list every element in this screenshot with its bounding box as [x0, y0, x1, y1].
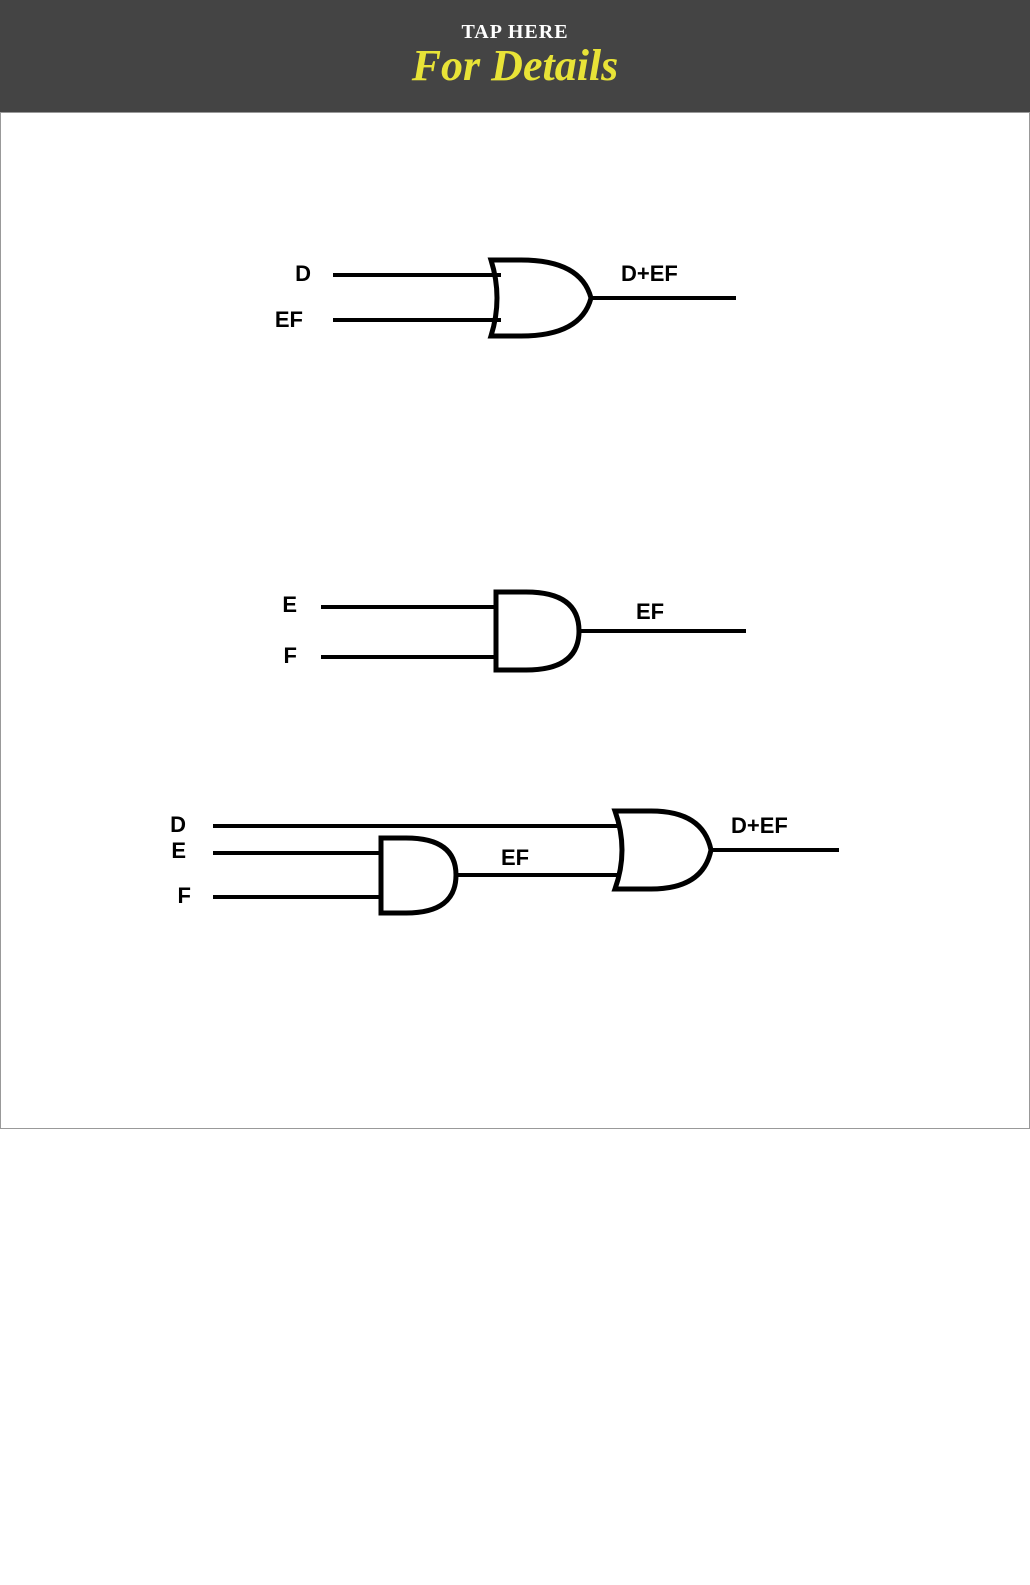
input-label-ef: EF: [275, 307, 303, 332]
input-label-e: E: [282, 592, 297, 617]
for-details-text: For Details: [412, 40, 619, 91]
input-label-e-3: E: [171, 838, 186, 863]
output-label-d-plus-ef: D+EF: [621, 261, 678, 286]
input-label-f: F: [284, 643, 297, 668]
intermediate-label-ef: EF: [501, 845, 529, 870]
diagram-container: D EF D+EF E F EF: [0, 112, 1030, 1129]
input-label-d: D: [295, 261, 311, 286]
output-label-ef: EF: [636, 599, 664, 624]
or-gate-1: D EF D+EF: [275, 260, 736, 336]
and-gate-2: E F EF: [282, 592, 746, 670]
header-banner[interactable]: TAP HERE For Details: [0, 0, 1030, 112]
combined-circuit-3: D E F EF D+EF: [170, 811, 839, 913]
input-label-d-3: D: [170, 812, 186, 837]
output-label-d-plus-ef-3: D+EF: [731, 813, 788, 838]
logic-gate-diagram: D EF D+EF E F EF: [1, 113, 1029, 1128]
input-label-f-3: F: [178, 883, 191, 908]
